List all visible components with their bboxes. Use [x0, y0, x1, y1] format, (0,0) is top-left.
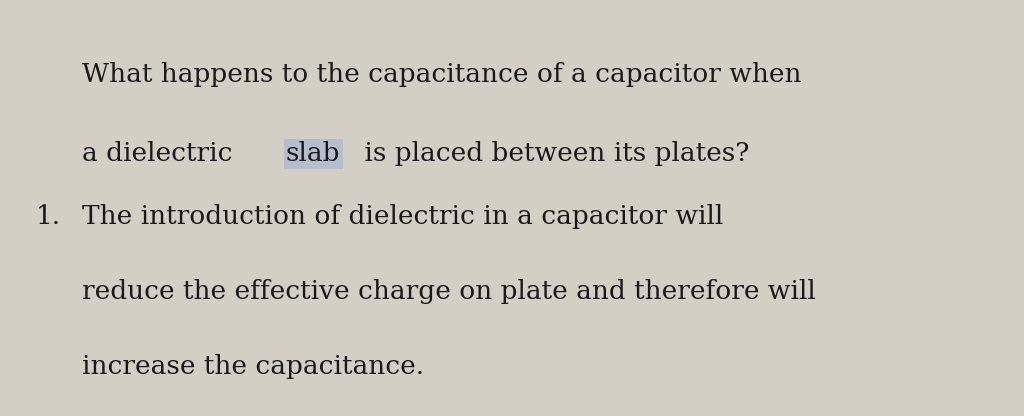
Text: What happens to the capacitance of a capacitor when: What happens to the capacitance of a cap… [82, 62, 801, 87]
Text: The introduction of dielectric in a capacitor will: The introduction of dielectric in a capa… [82, 204, 723, 229]
Text: is placed between its plates?: is placed between its plates? [356, 141, 750, 166]
Text: a dielectric: a dielectric [82, 141, 241, 166]
Text: increase the capacitance.: increase the capacitance. [82, 354, 424, 379]
Text: 1.: 1. [36, 204, 60, 229]
Text: reduce the effective charge on plate and therefore will: reduce the effective charge on plate and… [82, 279, 815, 304]
Text: slab: slab [286, 141, 340, 166]
